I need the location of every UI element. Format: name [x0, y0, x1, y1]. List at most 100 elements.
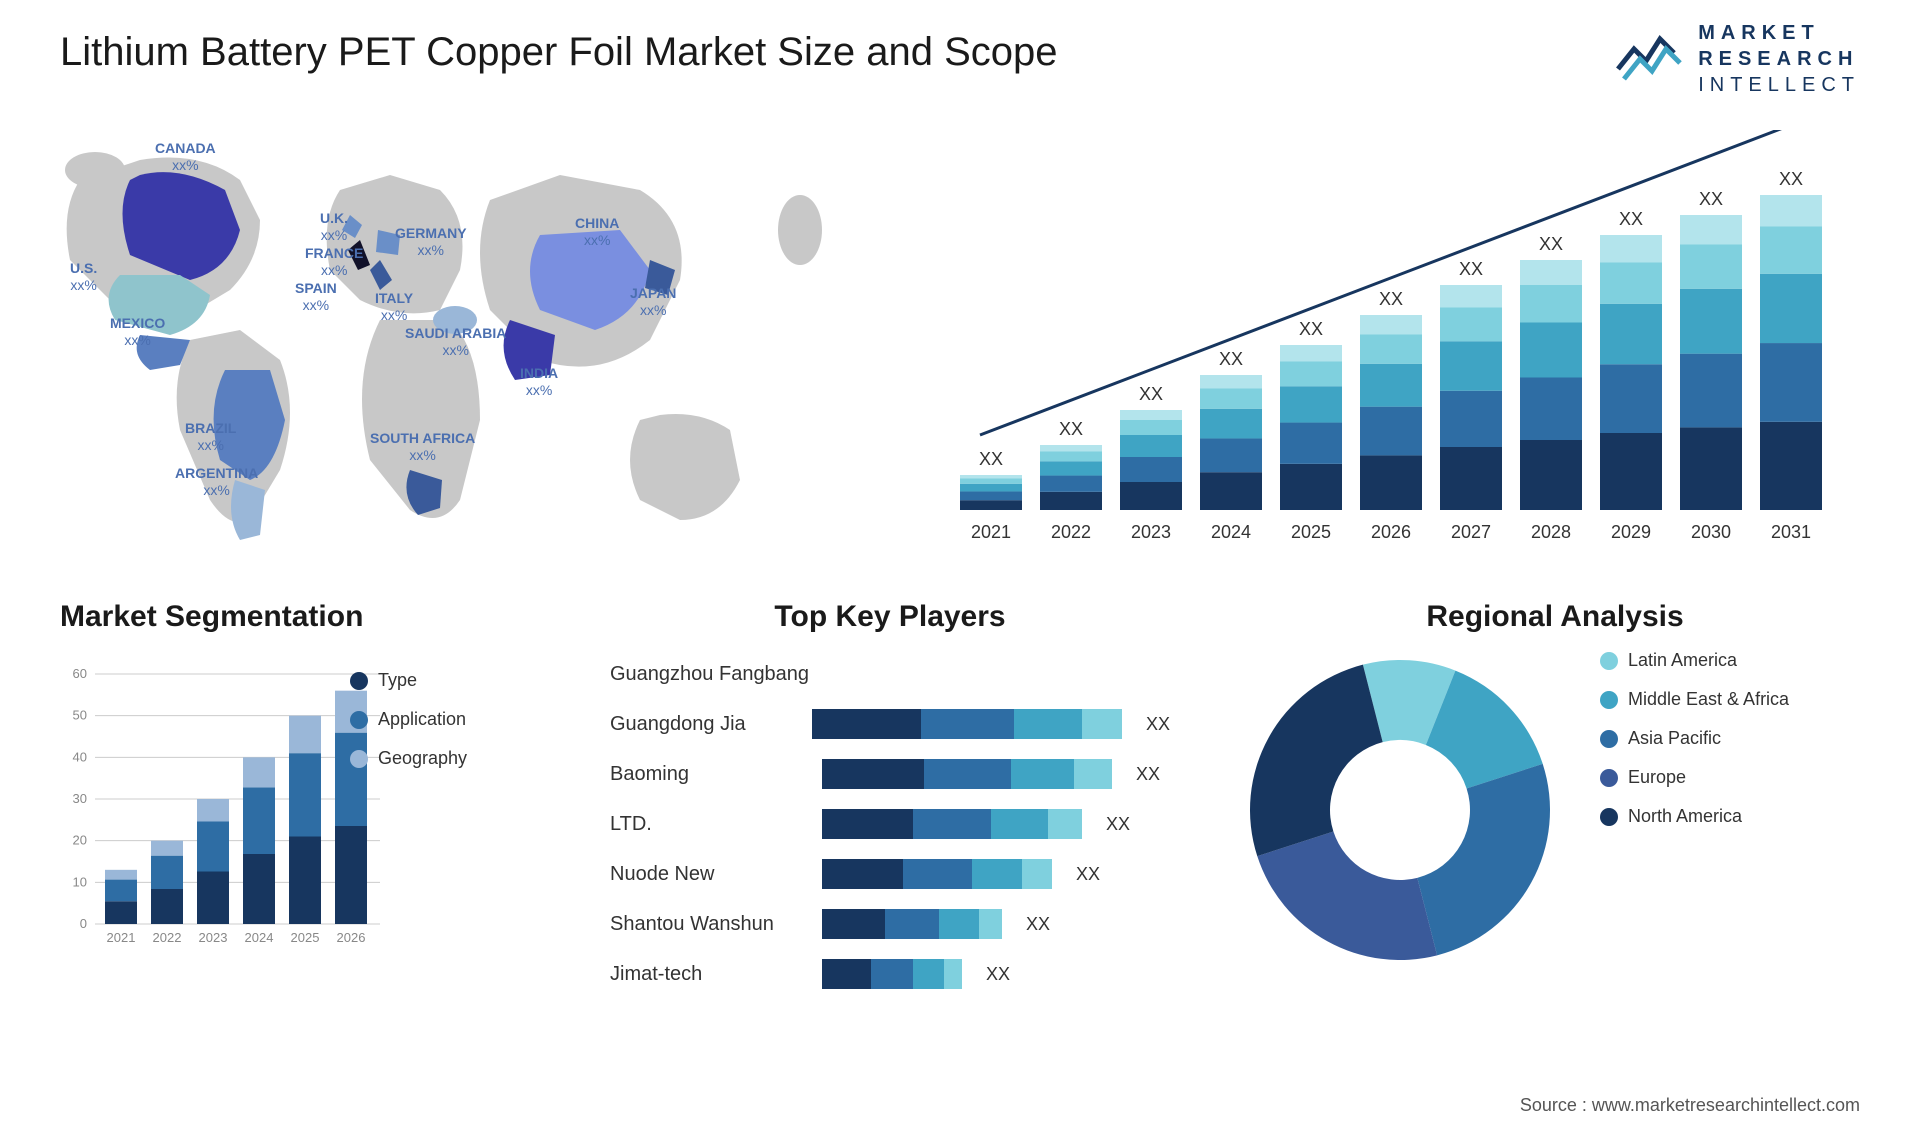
- main-bar-segment: [1200, 389, 1262, 409]
- segmentation-chart-svg: 0102030405060202120222023202420252026: [60, 654, 390, 954]
- player-bar-segment: [871, 959, 913, 989]
- legend-label: Geography: [378, 748, 467, 769]
- main-bar-segment: [1360, 335, 1422, 364]
- main-bar-segment: [1760, 343, 1822, 422]
- main-bar-segment: [1440, 285, 1502, 308]
- main-bar-segment: [1680, 427, 1742, 510]
- year-label: 2026: [1371, 522, 1411, 542]
- bar-value-label: XX: [1619, 209, 1643, 229]
- source-text: Source : www.marketresearchintellect.com: [1520, 1095, 1860, 1116]
- player-bar-segment: [1022, 859, 1052, 889]
- main-bar-segment: [1520, 323, 1582, 378]
- player-name: Shantou Wanshun: [610, 913, 810, 936]
- main-bar-segment: [960, 475, 1022, 479]
- player-bar-segment: [903, 859, 972, 889]
- seg-bar-segment: [151, 889, 183, 924]
- main-bar-segment: [1440, 308, 1502, 342]
- bar-value-label: XX: [979, 449, 1003, 469]
- legend-label: Asia Pacific: [1628, 728, 1721, 749]
- legend-dot: [1600, 730, 1618, 748]
- seg-bar-segment: [243, 854, 275, 924]
- main-bar-segment: [1760, 422, 1822, 510]
- logo-icon: [1616, 29, 1686, 89]
- main-bar-segment: [1520, 260, 1582, 285]
- player-name: Baoming: [610, 763, 810, 786]
- player-bar-segment: [822, 959, 871, 989]
- main-bar-segment: [1680, 354, 1742, 428]
- donut-slice: [1257, 832, 1437, 960]
- seg-year-label: 2024: [245, 930, 274, 945]
- player-bar-segment: [822, 809, 913, 839]
- player-bar: [812, 709, 1122, 739]
- player-bar-segment: [944, 959, 962, 989]
- main-bar-segment: [1600, 263, 1662, 304]
- legend-dot: [1600, 769, 1618, 787]
- player-bar-segment: [1014, 709, 1082, 739]
- legend-dot: [1600, 652, 1618, 670]
- legend-dot: [350, 711, 368, 729]
- seg-bar-segment: [289, 753, 321, 836]
- player-name: Jimat-tech: [610, 963, 810, 986]
- map-label: SPAINxx%: [295, 280, 337, 314]
- main-bar-segment: [1040, 461, 1102, 475]
- main-bar-segment: [1120, 457, 1182, 482]
- seg-ytick: 40: [73, 749, 87, 764]
- year-label: 2023: [1131, 522, 1171, 542]
- seg-year-label: 2025: [291, 930, 320, 945]
- map-label: FRANCExx%: [305, 245, 363, 279]
- legend-item: Europe: [1600, 767, 1789, 788]
- seg-bar-segment: [289, 716, 321, 754]
- main-bar-segment: [960, 500, 1022, 510]
- year-label: 2030: [1691, 522, 1731, 542]
- map-label: ITALYxx%: [375, 290, 413, 324]
- main-bar-segment: [1120, 482, 1182, 510]
- main-bar-segment: [1280, 345, 1342, 362]
- player-bar-segment: [1082, 709, 1122, 739]
- player-bar: [822, 759, 1112, 789]
- bar-value-label: XX: [1059, 419, 1083, 439]
- bar-value-label: XX: [1779, 169, 1803, 189]
- year-label: 2021: [971, 522, 1011, 542]
- main-bar-segment: [1520, 440, 1582, 510]
- main-bar-segment: [1120, 420, 1182, 435]
- legend-dot: [350, 750, 368, 768]
- main-chart-svg: XX2021XX2022XX2023XX2024XX2025XX2026XX20…: [940, 130, 1860, 570]
- map-label: U.K.xx%: [320, 210, 348, 244]
- donut-svg: [1230, 650, 1570, 970]
- map-label: CANADAxx%: [155, 140, 216, 174]
- main-bar-segment: [1200, 375, 1262, 389]
- legend-label: North America: [1628, 806, 1742, 827]
- seg-bar-segment: [151, 856, 183, 889]
- player-row: LTD.XX: [610, 799, 1170, 849]
- main-bar-segment: [1600, 364, 1662, 433]
- player-row: Jimat-techXX: [610, 949, 1170, 999]
- year-label: 2031: [1771, 522, 1811, 542]
- legend-label: Europe: [1628, 767, 1686, 788]
- player-row: Nuode NewXX: [610, 849, 1170, 899]
- main-bar-segment: [1280, 423, 1342, 464]
- donut-slice: [1250, 665, 1383, 857]
- player-bar-segment: [991, 809, 1048, 839]
- main-bar-segment: [1520, 285, 1582, 323]
- map-label: JAPANxx%: [630, 285, 676, 319]
- main-bar-segment: [1280, 386, 1342, 422]
- main-bar-segment: [1200, 472, 1262, 510]
- seg-bar-segment: [197, 822, 229, 872]
- player-bar-segment: [1011, 759, 1075, 789]
- player-bar-segment: [822, 859, 903, 889]
- seg-bar-segment: [243, 787, 275, 854]
- main-bar-segment: [1040, 452, 1102, 462]
- legend-item: Type: [350, 670, 467, 691]
- main-bar-segment: [1200, 409, 1262, 439]
- legend-label: Middle East & Africa: [1628, 689, 1789, 710]
- seg-ytick: 30: [73, 791, 87, 806]
- player-value: XX: [1106, 814, 1130, 835]
- year-label: 2028: [1531, 522, 1571, 542]
- players-list: Guangzhou FangbangGuangdong JiaXXBaoming…: [610, 649, 1170, 999]
- player-name: Guangdong Jia: [610, 713, 800, 736]
- legend-dot: [350, 672, 368, 690]
- player-bar-segment: [913, 809, 991, 839]
- main-bar-segment: [1360, 315, 1422, 335]
- bar-value-label: XX: [1219, 349, 1243, 369]
- map-label: GERMANYxx%: [395, 225, 467, 259]
